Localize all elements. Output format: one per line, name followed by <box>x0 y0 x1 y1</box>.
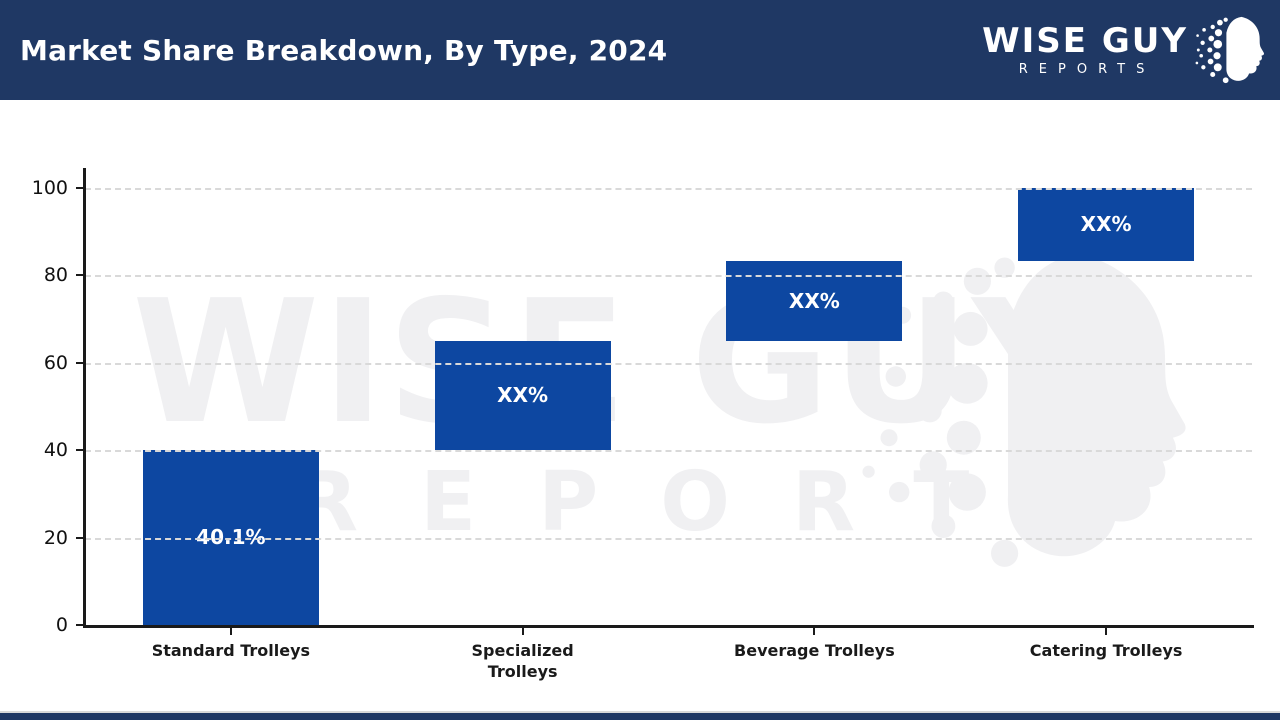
bar-4: XX% <box>1018 188 1195 261</box>
bar-value-label: XX% <box>497 383 549 408</box>
y-axis-line <box>83 168 86 628</box>
y-tick-mark <box>76 624 84 626</box>
page-title: Market Share Breakdown, By Type, 2024 <box>20 33 668 67</box>
bar-value-label: XX% <box>1080 212 1132 237</box>
x-axis-line <box>83 625 1254 628</box>
brand-face-icon <box>1195 16 1265 84</box>
brand-name: WISE GUY <box>982 20 1188 61</box>
y-tick-mark <box>76 449 84 452</box>
y-tick-label: 0 <box>55 614 68 636</box>
brand-logo: WISE GUY REPORTS <box>982 11 1280 89</box>
bar-2: XX% <box>434 340 611 450</box>
y-tick-label: 60 <box>43 351 68 374</box>
bar-value-label: 40.1% <box>196 525 266 550</box>
plot-area: 0 20 40 60 80 100 40.1% XX% XX% XX% Standard Troll… <box>0 100 1280 712</box>
bar-1: 40.1% <box>142 449 319 625</box>
gridline-y-40 <box>85 450 1252 453</box>
y-tick-mark <box>76 187 84 189</box>
x-tick-label: Standard Trolleys <box>151 641 311 660</box>
x-tick-label: Beverage Trolleys <box>734 641 895 660</box>
y-tick-mark <box>76 536 84 539</box>
header-bar: Market Share Breakdown, By Type, 2024 WI… <box>0 0 1280 100</box>
bar-3: XX% <box>726 260 903 341</box>
gridline-y-80 <box>85 275 1252 278</box>
y-tick-label: 80 <box>43 264 68 287</box>
y-tick-label: 40 <box>43 439 68 462</box>
x-tick-mark <box>813 627 816 635</box>
y-tick-label: 20 <box>43 526 68 549</box>
x-tick-mark <box>1105 627 1108 635</box>
y-tick-mark <box>76 274 84 277</box>
gridline-y-100 <box>85 188 1252 190</box>
x-tick-mark <box>521 627 524 635</box>
gridline-y-60 <box>85 362 1252 365</box>
brand-logo-text: WISE GUY REPORTS <box>982 24 1188 77</box>
y-tick-mark <box>76 361 84 364</box>
x-tick-mark <box>229 627 232 635</box>
footer-accent-bar <box>0 713 1280 720</box>
footer-divider <box>0 711 1280 713</box>
x-tick-label: Catering Trolleys <box>1029 641 1183 660</box>
y-tick-label: 100 <box>31 177 68 199</box>
x-tick-label: Specialized Trolleys <box>471 641 574 681</box>
gridline-y-20 <box>85 537 1252 540</box>
bar-value-label: XX% <box>788 288 840 313</box>
brand-subname: REPORTS <box>1018 61 1156 77</box>
